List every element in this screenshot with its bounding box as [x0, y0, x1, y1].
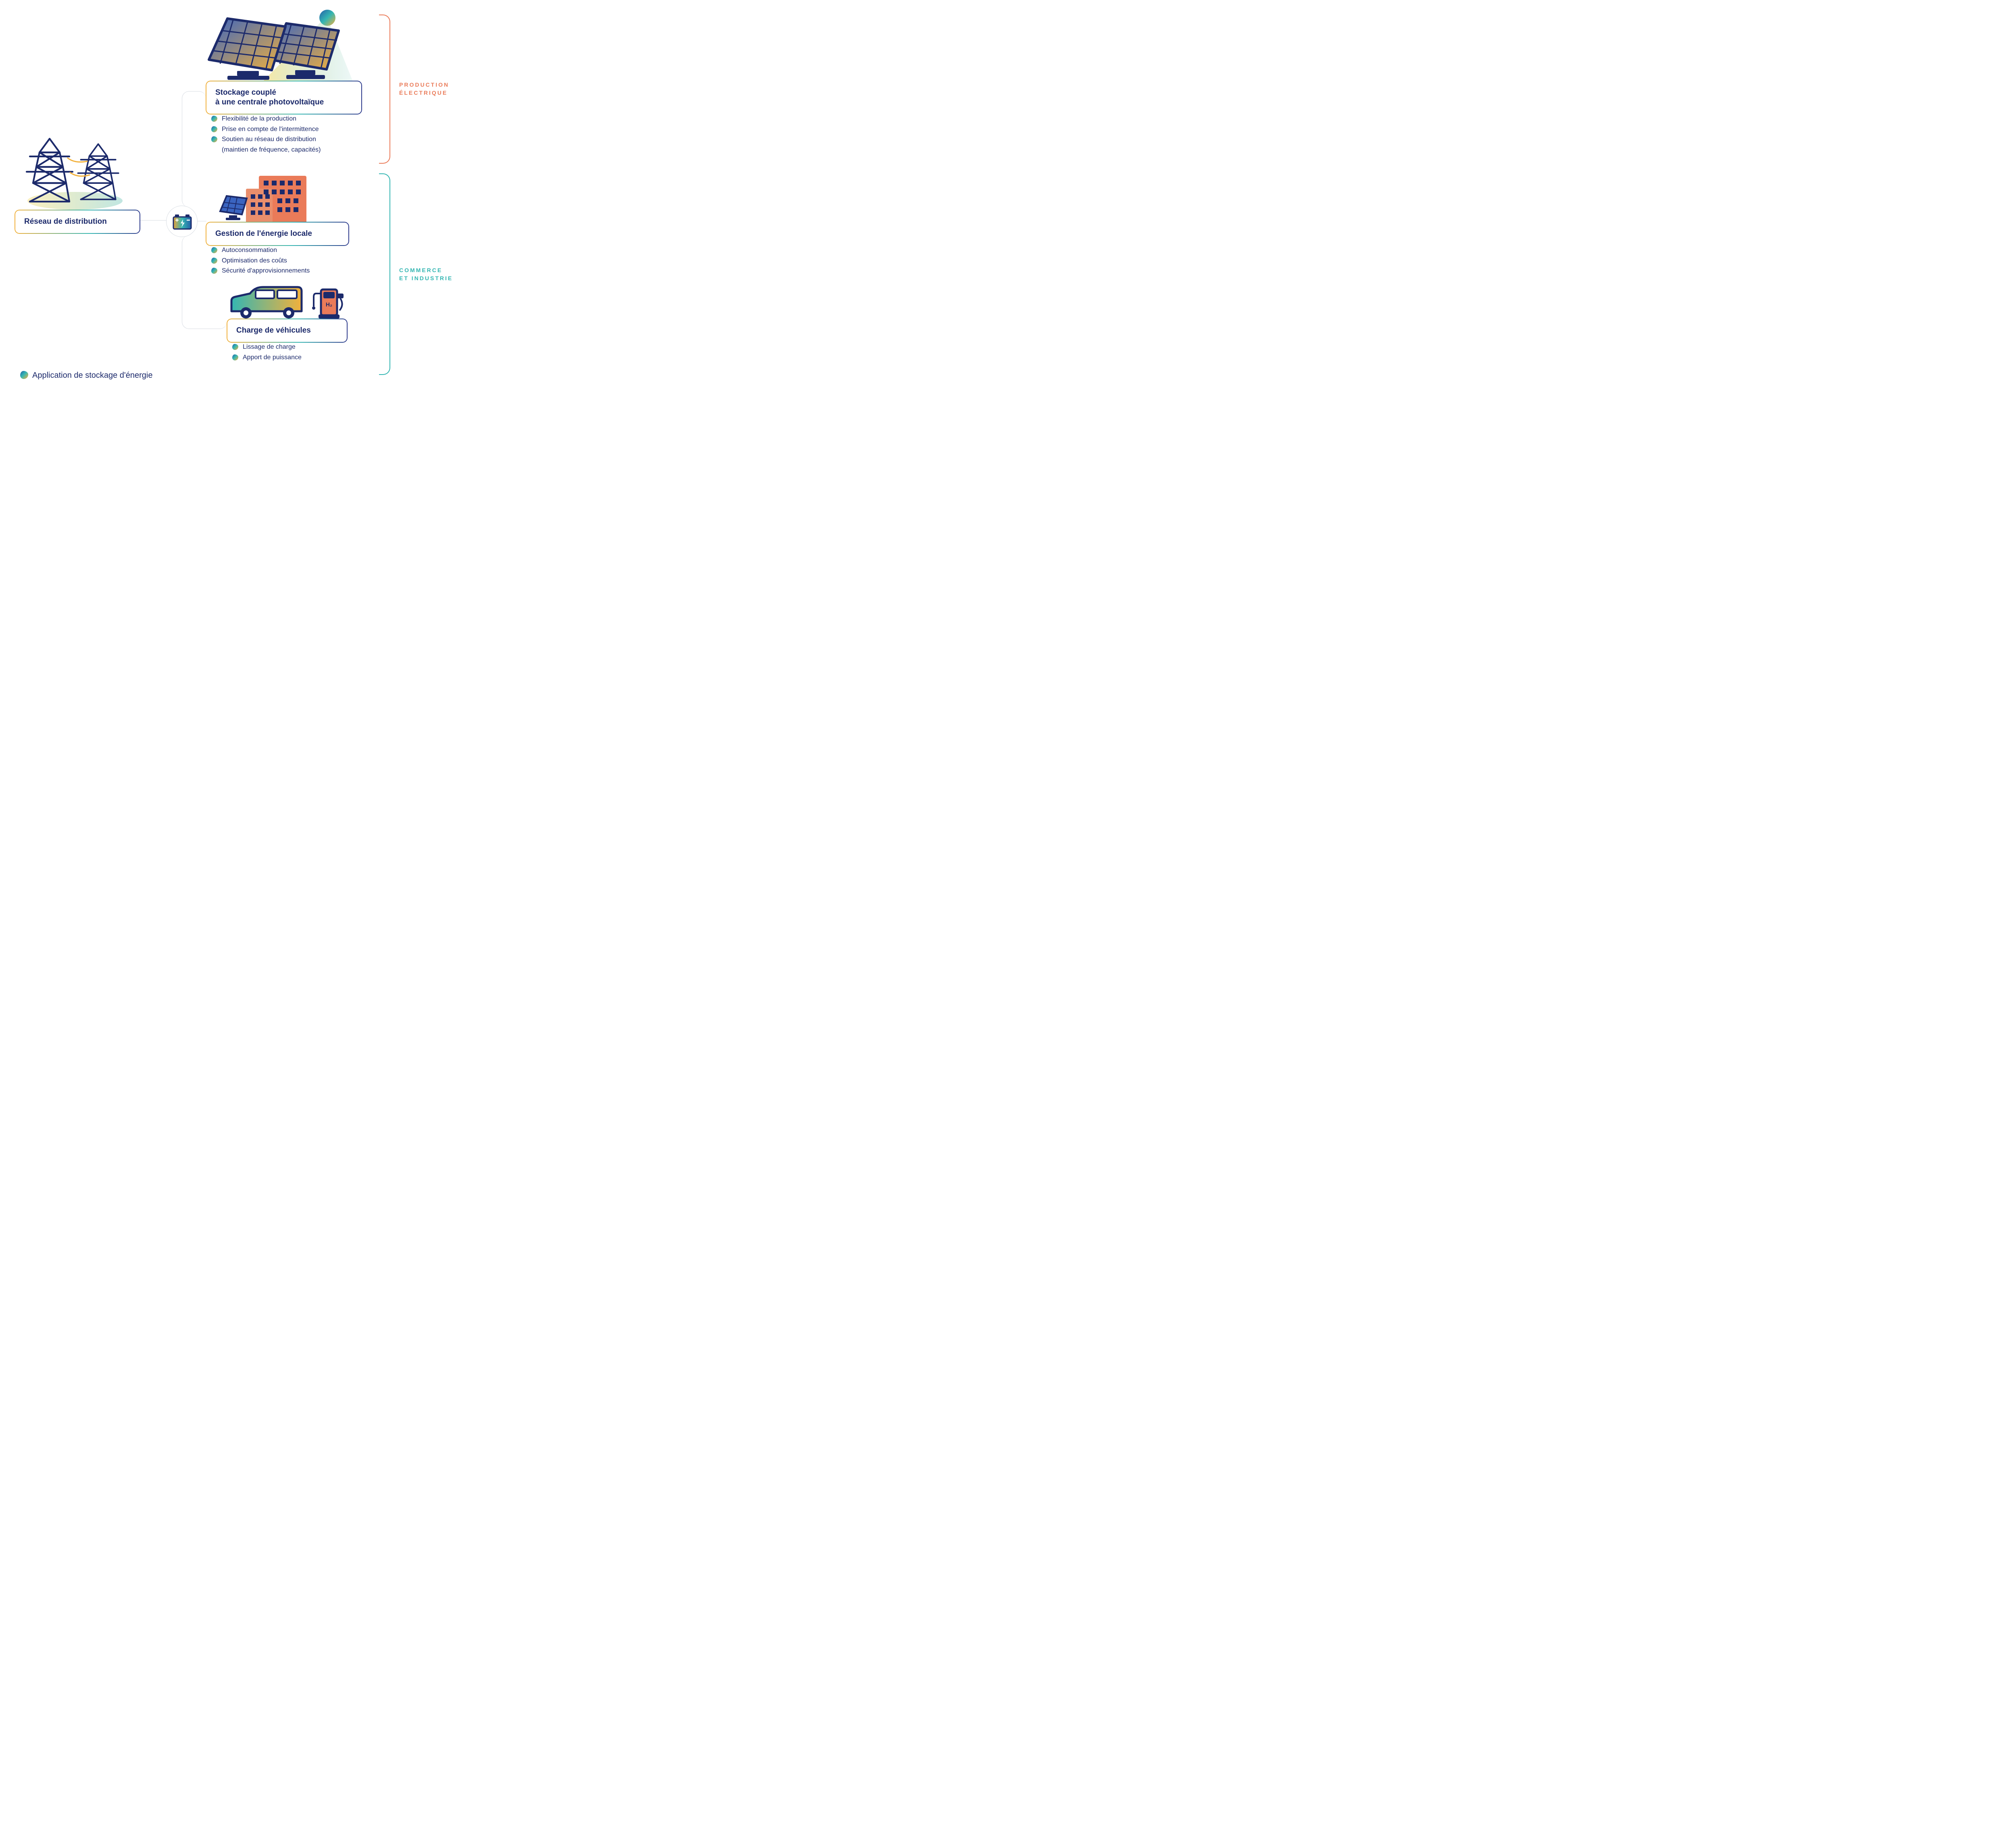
- pylon-icon: [23, 136, 127, 212]
- leaf-icon: [211, 268, 217, 274]
- bracket-commerce: [379, 173, 390, 375]
- solar-title: Stockage couplé à une centrale photovolt…: [215, 88, 352, 107]
- battery-icon: [171, 212, 194, 231]
- leaf-icon: [20, 371, 28, 379]
- solar-bullets: Flexibilité de la production Prise en co…: [211, 114, 321, 155]
- leaf-icon: [211, 247, 217, 253]
- bracket-production: [379, 15, 390, 164]
- bullet: (maintien de fréquence, capacités): [211, 145, 321, 155]
- svg-text:H₂: H₂: [326, 301, 332, 308]
- connector-hub-solar: [182, 91, 206, 207]
- solar-title-l2: à une centrale photovoltaïque: [215, 98, 324, 106]
- distribution-card: Réseau de distribution: [15, 210, 140, 234]
- bullet: Soutien au réseau de distribution: [211, 134, 321, 145]
- bracket-commerce-label: COMMERCE ET INDUSTRIE: [399, 266, 453, 283]
- battery-hub: [166, 206, 198, 237]
- leaf-icon: [211, 126, 217, 132]
- bullet: Apport de puissance: [232, 352, 302, 363]
- legend-text: Application de stockage d'énergie: [32, 371, 152, 380]
- leaf-icon: [232, 354, 238, 360]
- local-bullets: Autoconsommation Optimisation des coûts …: [211, 245, 310, 276]
- bullet: Prise en compte de l'intermittence: [211, 124, 321, 135]
- ev-bullets: Lissage de charge Apport de puissance: [232, 342, 302, 362]
- local-card: Gestion de l'énergie locale: [206, 222, 349, 246]
- leaf-icon: [211, 258, 217, 264]
- solar-icon: [206, 8, 359, 85]
- bullet: Autoconsommation: [211, 245, 310, 256]
- legend: Application de stockage d'énergie: [20, 371, 152, 380]
- solar-title-l1: Stockage couplé: [215, 88, 276, 97]
- distribution-title: Réseau de distribution: [24, 217, 131, 227]
- ev-icon: H₂: [227, 284, 348, 322]
- bullet: Lissage de charge: [232, 342, 302, 352]
- bullet: Optimisation des coûts: [211, 256, 310, 266]
- ev-card: Charge de véhicules: [227, 319, 348, 343]
- leaf-icon: [232, 344, 238, 350]
- leaf-icon: [211, 136, 217, 142]
- bullet: Sécurité d'approvisionnements: [211, 266, 310, 276]
- solar-card: Stockage couplé à une centrale photovolt…: [206, 81, 362, 115]
- bracket-production-label: PRODUCTION ÉLECTRIQUE: [399, 81, 449, 97]
- building-icon: [218, 173, 319, 225]
- bullet: Flexibilité de la production: [211, 114, 321, 124]
- local-title: Gestion de l'énergie locale: [215, 229, 339, 239]
- leaf-icon: [211, 116, 217, 122]
- ev-title: Charge de véhicules: [236, 326, 338, 335]
